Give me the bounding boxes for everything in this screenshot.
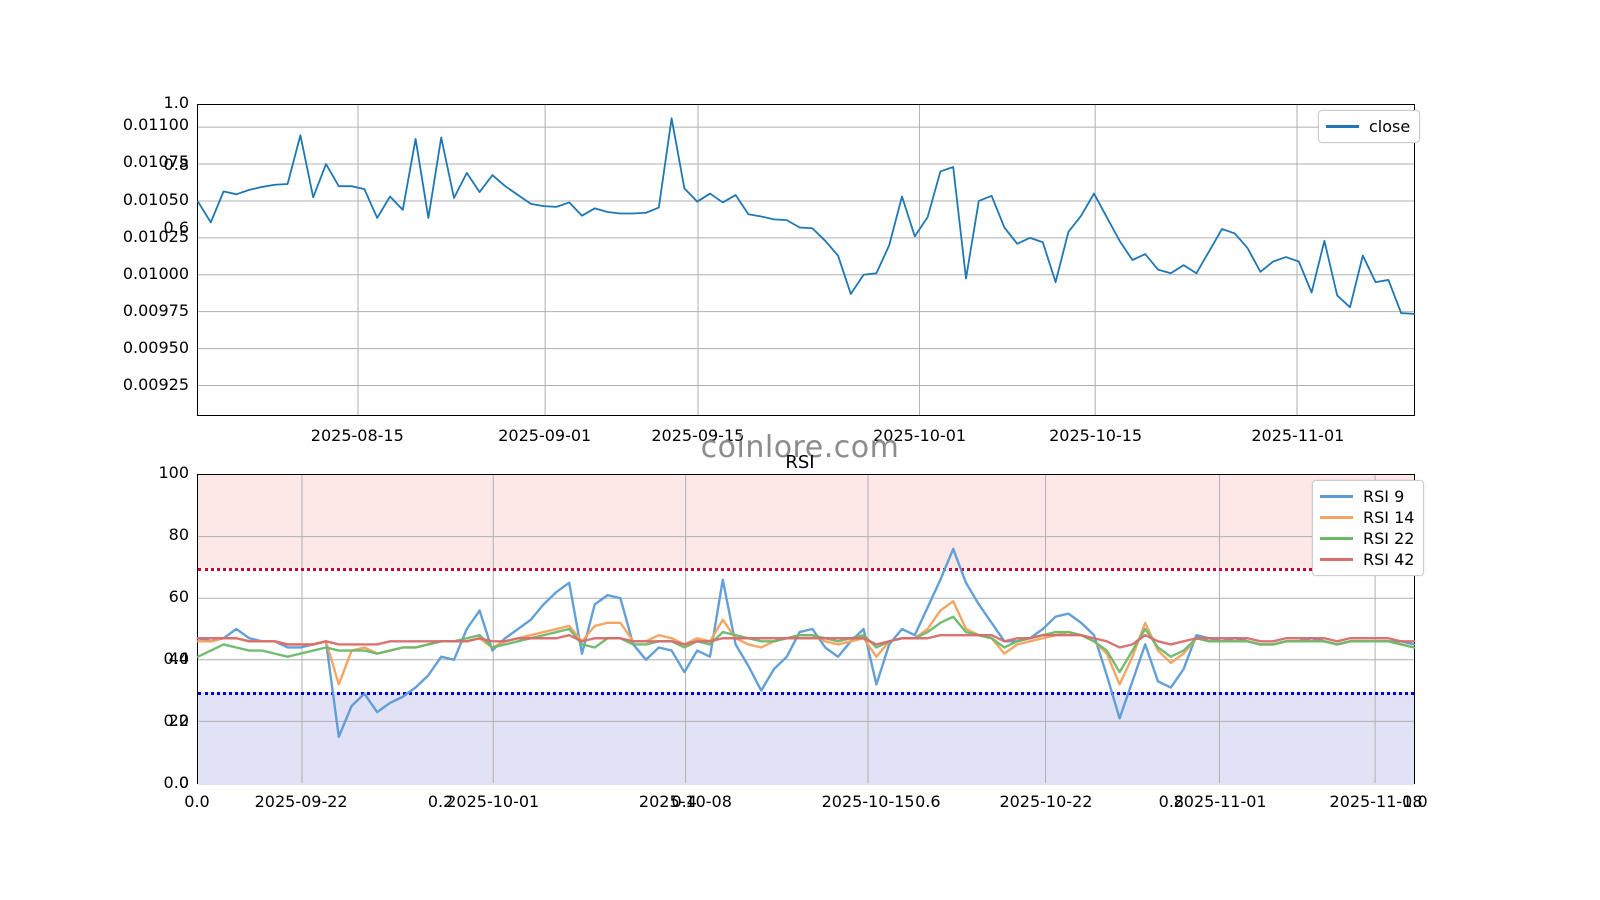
- legend-label: close: [1369, 117, 1411, 136]
- legend-label: RSI 22: [1363, 529, 1415, 548]
- price-chart-legend[interactable]: close: [1318, 110, 1421, 143]
- legend-color-swatch-icon: [1320, 516, 1353, 519]
- legend-color-swatch-icon: [1320, 495, 1353, 498]
- rsi-overbought-threshold-line: [198, 568, 1414, 571]
- legend-color-swatch-icon: [1320, 537, 1353, 540]
- rsi-x-tick-2025-09-22: 2025-09-22: [254, 792, 348, 811]
- rsi-chart-plot-area: [197, 474, 1415, 785]
- rsi-x-norm-tick-0.8: 0.8: [1158, 792, 1185, 811]
- price-chart-plot-area: [197, 104, 1415, 416]
- rsi-oversold-band: [198, 692, 1414, 785]
- rsi-overbought-band: [198, 475, 1414, 568]
- rsi-x-tick-2025-10-08: 2025-10-08: [638, 792, 732, 811]
- price-y-norm-tick-1.0: 1.0: [163, 93, 189, 112]
- rsi-y-tick-60: 60: [168, 587, 189, 606]
- rsi-legend-item[interactable]: RSI 42: [1320, 549, 1414, 570]
- price-legend-item[interactable]: close: [1326, 116, 1410, 137]
- rsi-legend-item[interactable]: RSI 14: [1320, 507, 1414, 528]
- rsi-x-tick-2025-10-15: 2025-10-15: [821, 792, 915, 811]
- rsi-chart-legend[interactable]: RSI 9 RSI 14 RSI 22 RSI 42: [1312, 480, 1425, 576]
- price-x-tick-2025-10-01: 2025-10-01: [873, 426, 967, 445]
- rsi-series-lines: [198, 475, 1414, 783]
- rsi-legend-item[interactable]: RSI 22: [1320, 528, 1414, 549]
- rsi-y-norm-tick-0.4: 0.4: [163, 649, 189, 668]
- rsi-x-tick-2025-11-01: 2025-11-01: [1173, 792, 1267, 811]
- rsi-y-tick-40: 40: [168, 649, 189, 668]
- rsi-y-norm-tick-0.2: 0.2: [163, 711, 189, 730]
- price-y-tick-0.01075: 0.01075: [122, 152, 189, 172]
- price-y-norm-tick-0.6: 0.6: [163, 217, 189, 237]
- price-x-tick-2025-10-15: 2025-10-15: [1049, 426, 1143, 445]
- price-x-tick-2025-09-15: 2025-09-15: [651, 426, 745, 445]
- price-y-tick-0.00950: 0.00950: [122, 338, 189, 358]
- price-x-tick-2025-11-01: 2025-11-01: [1251, 426, 1345, 445]
- legend-color-swatch-icon: [1326, 125, 1359, 128]
- price-y-tick-0.01100: 0.01100: [122, 115, 189, 135]
- rsi-x-norm-tick-0.0: 0.0: [184, 792, 210, 811]
- price-series-lines: [198, 105, 1414, 415]
- rsi-x-tick-2025-11-08: 2025-11-08: [1329, 792, 1423, 811]
- rsi-legend-item[interactable]: RSI 9: [1320, 486, 1414, 507]
- price-y-tick-0.01025: 0.01025: [122, 226, 189, 246]
- rsi-x-norm-tick-0.4: 0.4: [671, 792, 697, 811]
- rsi-chart-title: RSI: [785, 452, 815, 473]
- price-x-tick-2025-09-01: 2025-09-01: [498, 426, 592, 445]
- rsi-y-norm-tick-0.0: 0.0: [163, 773, 189, 792]
- rsi-y-tick-80: 80: [168, 525, 189, 544]
- rsi-x-norm-tick-1.0: 1.0: [1402, 792, 1428, 811]
- legend-label: RSI 9: [1363, 487, 1405, 506]
- rsi-y-tick-100: 100: [158, 463, 189, 482]
- rsi-y-tick-20: 20: [168, 711, 189, 730]
- price-y-tick-0.01050: 0.01050: [122, 189, 189, 209]
- legend-color-swatch-icon: [1320, 558, 1353, 561]
- price-y-tick-0.01000: 0.01000: [122, 263, 189, 283]
- rsi-x-norm-tick-0.6: 0.6: [915, 792, 941, 811]
- rsi-x-tick-2025-10-01: 2025-10-01: [446, 792, 540, 811]
- rsi-gridlines: [198, 475, 1414, 783]
- rsi-oversold-threshold-line: [198, 692, 1414, 695]
- rsi-x-norm-tick-0.2: 0.2: [427, 792, 454, 811]
- price-y-tick-0.00925: 0.00925: [122, 375, 189, 395]
- legend-label: RSI 14: [1363, 508, 1415, 527]
- rsi-x-tick-2025-10-22: 2025-10-22: [999, 792, 1093, 811]
- legend-label: RSI 42: [1363, 550, 1415, 569]
- price-y-tick-0.00975: 0.00975: [122, 301, 189, 320]
- price-y-norm-tick-0.8: 0.8: [163, 155, 189, 175]
- price-x-tick-2025-08-15: 2025-08-15: [310, 426, 404, 445]
- rsi-y-tick-0: 0: [178, 773, 189, 792]
